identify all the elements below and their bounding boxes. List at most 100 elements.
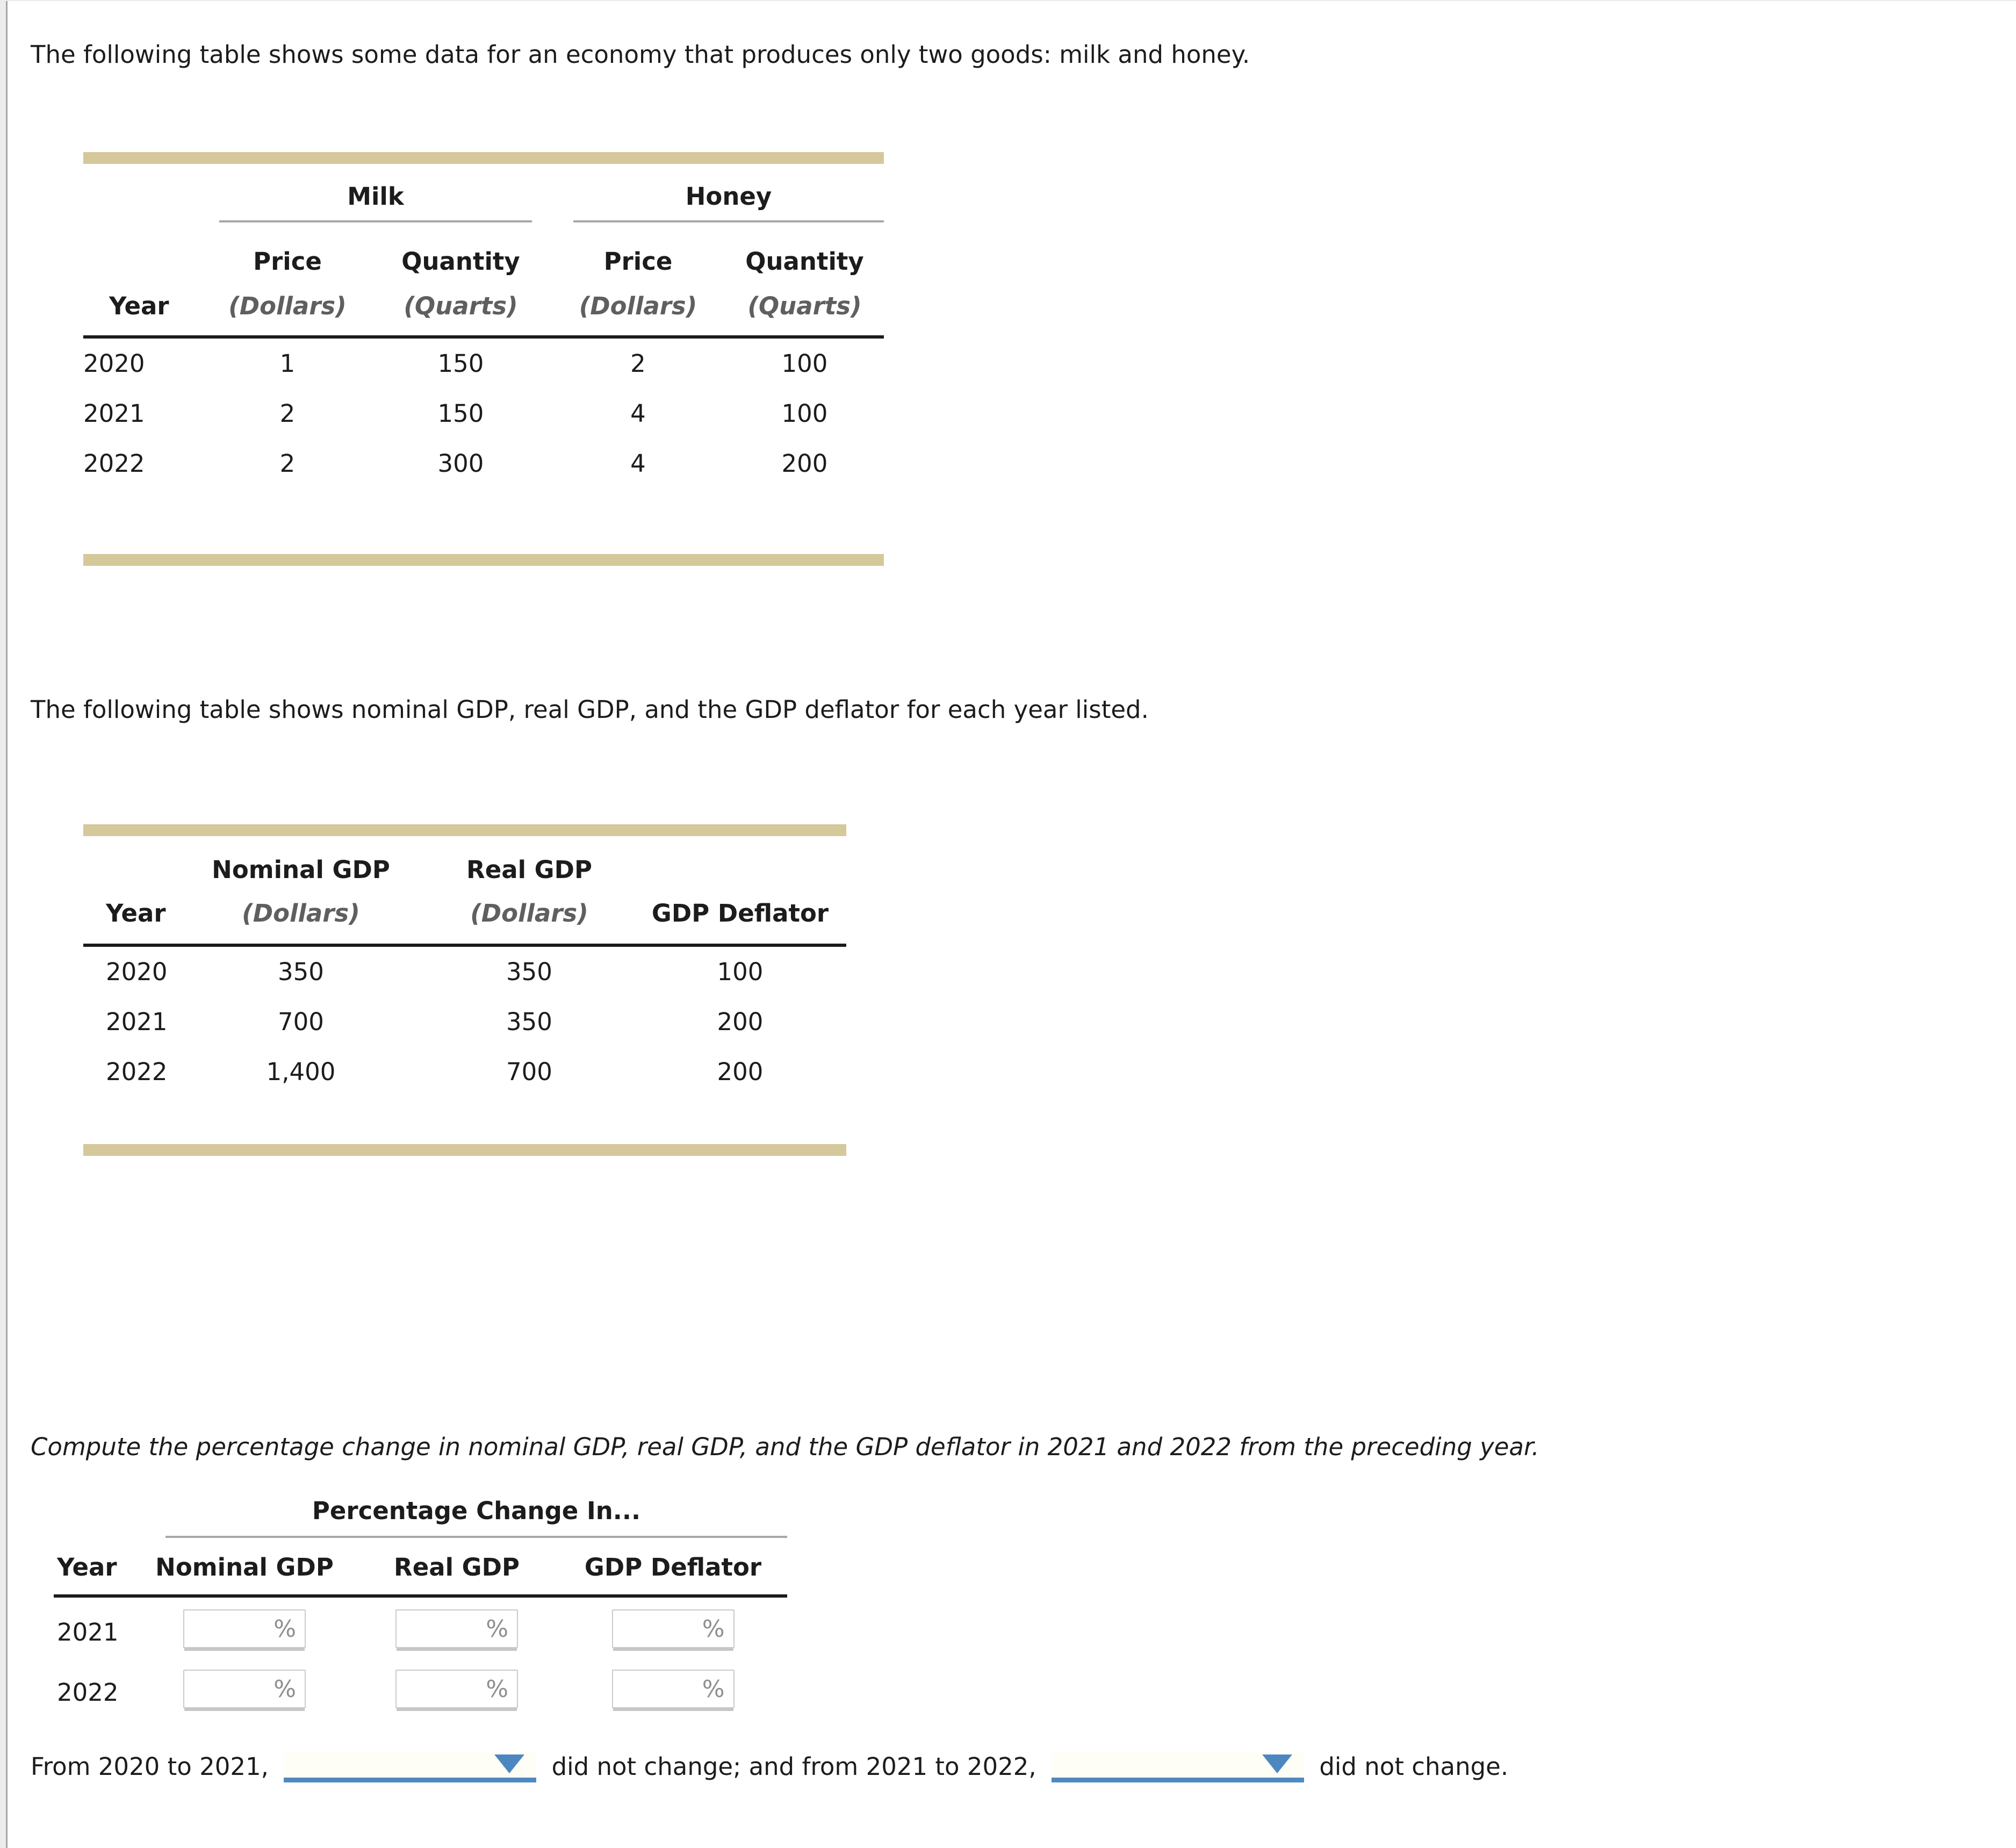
chevron-down-icon [1262, 1754, 1293, 1774]
spacer-cell [83, 164, 204, 233]
real-gdp-header: Real GDP [466, 855, 592, 884]
instruction-text: Compute the percentage change in nominal… [31, 1432, 1539, 1461]
gdp-table-top-bar [83, 824, 846, 836]
gdp-deflator-2021-input-box[interactable]: % [611, 1609, 735, 1649]
real-gdp-value: 700 [506, 1057, 552, 1086]
gdp-deflator-2022-input[interactable] [613, 1671, 702, 1708]
real-gdp-2021-input-box[interactable]: % [395, 1609, 518, 1649]
milk-quantity-unit: (Quarts) [404, 291, 518, 320]
fill-sentence-part1: From 2020 to 2021, [31, 1752, 269, 1781]
year-column-header: Year [106, 898, 166, 927]
goods-table-bottom-bar [83, 553, 884, 566]
page-left-gutter [0, 1, 8, 1848]
milk-group-label: Milk [219, 182, 532, 222]
spacer-cell [83, 836, 177, 888]
table-row-year: 2021 [57, 1618, 119, 1647]
header-separator-line [83, 943, 846, 947]
milk-group-header: Milk [204, 164, 551, 233]
real-gdp-2022-input[interactable] [397, 1671, 486, 1708]
table-row-year: 2022 [83, 449, 145, 478]
spacer-cell [54, 1497, 134, 1538]
percent-suffix: % [486, 1675, 508, 1703]
real-gdp-2021-cell: % [355, 1598, 559, 1658]
percent-suffix: % [702, 1675, 725, 1703]
table-row-year: 2020 [106, 957, 168, 986]
milk-price-value: 2 [279, 449, 296, 478]
nominal-gdp-2022-input-box[interactable]: % [183, 1670, 306, 1709]
honey-price-value: 4 [630, 449, 646, 478]
gdp-deflator-value: 200 [717, 1007, 764, 1036]
milk-quantity-value: 150 [437, 399, 484, 428]
real-gdp-value: 350 [506, 957, 552, 986]
honey-group-label: Honey [573, 182, 884, 222]
chevron-down-icon [494, 1754, 525, 1774]
nominal-gdp-2021-input[interactable] [184, 1610, 274, 1648]
nominal-gdp-value: 1,400 [266, 1057, 336, 1086]
fill-sentence-part2: did not change; and from 2021 to 2022, [551, 1752, 1036, 1781]
honey-price-value: 2 [630, 349, 646, 378]
intro-gdp-text: The following table shows nominal GDP, r… [31, 695, 1149, 724]
nominal-gdp-2021-input-box[interactable]: % [183, 1609, 306, 1649]
milk-quantity-value: 150 [437, 349, 484, 378]
honey-quantity-header: Quantity [745, 247, 864, 276]
milk-price-value: 1 [279, 349, 296, 378]
fill-in-sentence: From 2020 to 2021, did not change; and f… [31, 1748, 2016, 1786]
real-gdp-2022-cell: % [355, 1658, 559, 1718]
nominal-gdp-2022-input[interactable] [184, 1671, 274, 1708]
percent-suffix: % [486, 1615, 508, 1643]
spacer-cell [83, 233, 204, 279]
nominal-gdp-2021-cell: % [134, 1598, 355, 1658]
honey-price-header: Price [603, 247, 673, 276]
percentage-change-table: Percentage Change In... Year Nominal GDP… [54, 1497, 787, 1718]
change-2021-2022-dropdown[interactable] [1052, 1752, 1305, 1783]
real-gdp-column-header: Real GDP [394, 1553, 520, 1582]
gdp-table-bottom-bar [83, 1144, 846, 1156]
year-column-header: Year [109, 291, 169, 320]
milk-price-header: Price [253, 247, 322, 276]
goods-table: Milk Honey Price Quantity Price Quantity… [83, 152, 884, 566]
spacer-cell [634, 836, 846, 888]
change-2020-2021-dropdown[interactable] [284, 1752, 537, 1783]
fill-sentence-part3: did not change. [1319, 1752, 1509, 1781]
nominal-gdp-unit: (Dollars) [242, 898, 360, 927]
table-bottom-spacer [83, 1097, 846, 1144]
honey-quantity-value: 100 [781, 349, 828, 378]
real-gdp-2022-input-box[interactable]: % [395, 1670, 518, 1709]
header-separator-line [83, 335, 884, 339]
nominal-gdp-value: 350 [278, 957, 324, 986]
gdp-deflator-value: 100 [717, 957, 764, 986]
gdp-deflator-value: 200 [717, 1057, 764, 1086]
gdp-deflator-2021-input[interactable] [613, 1610, 702, 1648]
milk-quantity-header: Quantity [401, 247, 520, 276]
nominal-gdp-header: Nominal GDP [212, 855, 390, 884]
table-row-year: 2021 [83, 399, 145, 428]
gdp-deflator-column-header: GDP Deflator [584, 1553, 762, 1582]
gdp-deflator-2022-input-box[interactable]: % [611, 1670, 735, 1709]
nominal-gdp-value: 700 [278, 1007, 324, 1036]
milk-price-value: 2 [279, 399, 296, 428]
honey-quantity-unit: (Quarts) [747, 291, 862, 320]
honey-price-value: 4 [630, 399, 646, 428]
table-row-year: 2022 [106, 1057, 168, 1086]
honey-quantity-value: 200 [781, 449, 828, 478]
gdp-deflator-2022-cell: % [559, 1658, 787, 1718]
honey-group-header: Honey [551, 164, 884, 233]
milk-quantity-value: 300 [437, 449, 484, 478]
nominal-gdp-2022-cell: % [134, 1658, 355, 1718]
percent-suffix: % [702, 1615, 725, 1643]
honey-price-unit: (Dollars) [579, 291, 697, 320]
table-bottom-spacer [83, 488, 884, 554]
real-gdp-2021-input[interactable] [397, 1610, 486, 1648]
table-row-year: 2022 [57, 1678, 119, 1707]
percentage-change-span-header: Percentage Change In... [165, 1497, 787, 1538]
percent-suffix: % [273, 1615, 296, 1643]
year-column-header: Year [57, 1553, 117, 1582]
header-separator-line [54, 1594, 787, 1598]
table-row-year: 2020 [83, 349, 145, 378]
gdp-deflator-2021-cell: % [559, 1598, 787, 1658]
gdp-table: Nominal GDP Real GDP Year (Dollars) (Dol… [83, 824, 846, 1156]
real-gdp-unit: (Dollars) [470, 898, 588, 927]
intro-goods-text: The following table shows some data for … [31, 40, 1250, 69]
gdp-deflator-header: GDP Deflator [651, 898, 829, 927]
milk-price-unit: (Dollars) [228, 291, 347, 320]
